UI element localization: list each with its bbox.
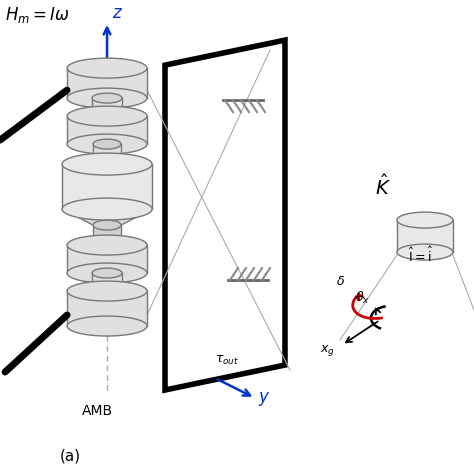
- Ellipse shape: [67, 134, 147, 154]
- Polygon shape: [67, 245, 147, 273]
- Polygon shape: [62, 209, 152, 225]
- Polygon shape: [67, 68, 147, 98]
- Text: $z$: $z$: [112, 4, 123, 22]
- Polygon shape: [165, 40, 285, 390]
- Text: $x_g$: $x_g$: [320, 343, 335, 358]
- Ellipse shape: [397, 212, 453, 228]
- Text: $\tau_{out}$: $\tau_{out}$: [215, 354, 239, 367]
- Text: $\delta$: $\delta$: [336, 275, 345, 288]
- Ellipse shape: [62, 153, 152, 175]
- Ellipse shape: [67, 235, 147, 255]
- Ellipse shape: [92, 268, 122, 278]
- Ellipse shape: [93, 139, 121, 149]
- Polygon shape: [92, 273, 122, 291]
- Text: $\theta_x$: $\theta_x$: [355, 290, 370, 306]
- Ellipse shape: [92, 111, 122, 121]
- Text: $\hat{\mathrm{I}}=\hat{\mathrm{i}}$: $\hat{\mathrm{I}}=\hat{\mathrm{i}}$: [408, 246, 432, 265]
- Polygon shape: [67, 116, 147, 144]
- Ellipse shape: [92, 286, 122, 296]
- Text: $y$: $y$: [258, 390, 271, 408]
- Ellipse shape: [67, 263, 147, 283]
- Text: $\hat{K}$: $\hat{K}$: [375, 174, 391, 199]
- Text: (a): (a): [60, 448, 81, 463]
- Ellipse shape: [67, 88, 147, 108]
- Ellipse shape: [67, 58, 147, 78]
- Text: AMB: AMB: [82, 404, 113, 418]
- Ellipse shape: [62, 198, 152, 220]
- Ellipse shape: [92, 93, 122, 103]
- Polygon shape: [62, 164, 152, 209]
- Ellipse shape: [93, 220, 121, 230]
- Ellipse shape: [93, 159, 121, 169]
- Polygon shape: [92, 98, 122, 116]
- Ellipse shape: [93, 240, 121, 250]
- Polygon shape: [93, 225, 121, 245]
- Polygon shape: [67, 291, 147, 326]
- Polygon shape: [397, 220, 453, 252]
- Text: $H_m = I\omega$: $H_m = I\omega$: [5, 5, 70, 25]
- Ellipse shape: [67, 106, 147, 126]
- Polygon shape: [93, 144, 121, 164]
- Ellipse shape: [397, 244, 453, 260]
- Ellipse shape: [67, 281, 147, 301]
- Ellipse shape: [67, 316, 147, 336]
